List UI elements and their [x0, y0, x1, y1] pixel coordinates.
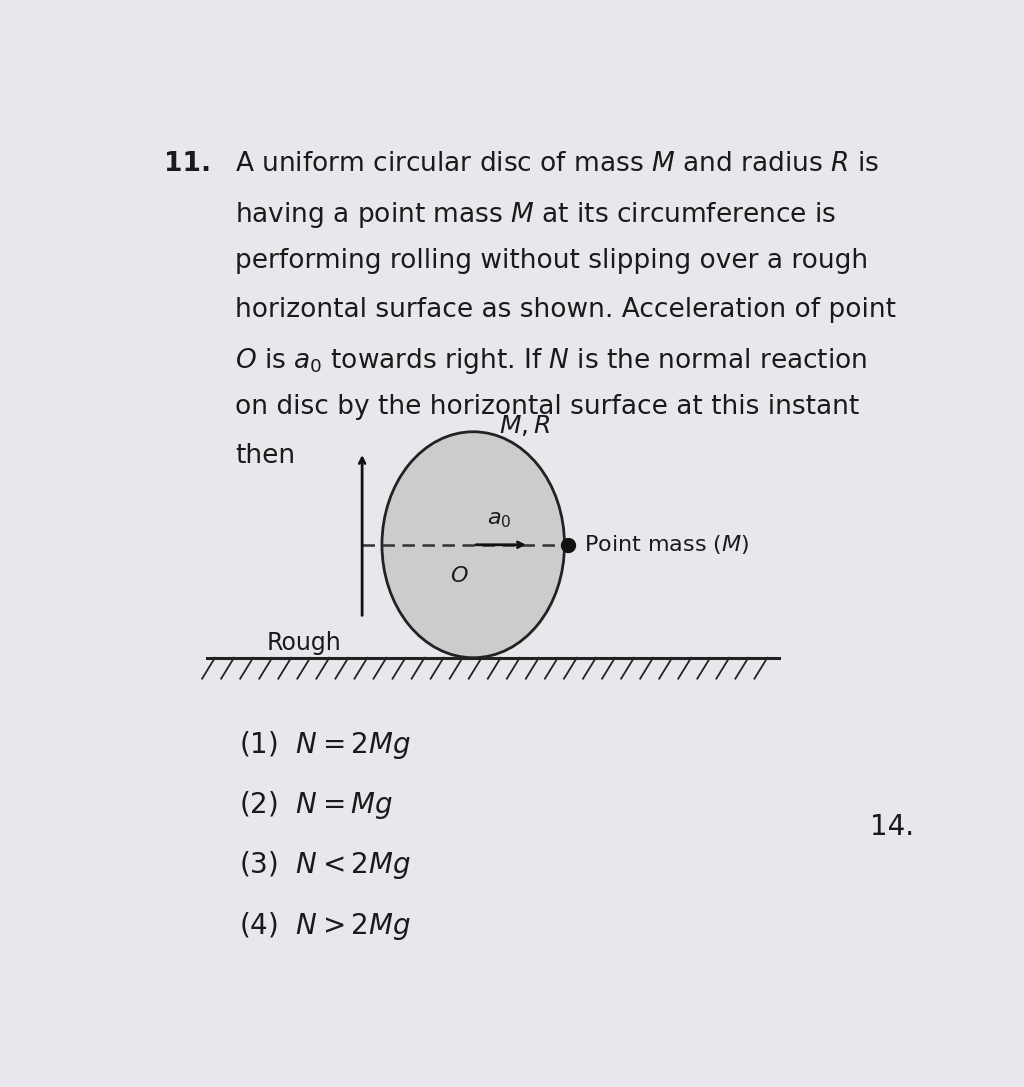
- Text: Point mass ($M$): Point mass ($M$): [585, 534, 750, 557]
- Text: then: then: [236, 442, 295, 468]
- Text: A uniform circular disc of mass $M$ and radius $R$ is: A uniform circular disc of mass $M$ and …: [236, 151, 879, 177]
- Text: on disc by the horizontal surface at this instant: on disc by the horizontal surface at thi…: [236, 395, 859, 420]
- Text: $a_0$: $a_0$: [487, 510, 512, 529]
- Text: 14.: 14.: [870, 813, 914, 840]
- Text: $O$ is $a_0$ towards right. If $N$ is the normal reaction: $O$ is $a_0$ towards right. If $N$ is th…: [236, 346, 867, 375]
- Text: Rough: Rough: [267, 630, 342, 654]
- Text: (4)  $N > 2Mg$: (4) $N > 2Mg$: [240, 910, 411, 941]
- Text: $O$: $O$: [451, 565, 469, 586]
- Text: (2)  $N = Mg$: (2) $N = Mg$: [240, 789, 393, 821]
- Text: (1)  $N = 2Mg$: (1) $N = 2Mg$: [240, 729, 411, 761]
- Ellipse shape: [382, 432, 564, 658]
- Text: horizontal surface as shown. Acceleration of point: horizontal surface as shown. Acceleratio…: [236, 297, 896, 323]
- Text: having a point mass $M$ at its circumference is: having a point mass $M$ at its circumfer…: [236, 200, 837, 230]
- Text: (3)  $N < 2Mg$: (3) $N < 2Mg$: [240, 849, 411, 882]
- Text: performing rolling without slipping over a rough: performing rolling without slipping over…: [236, 249, 868, 274]
- Text: $M, R$: $M, R$: [499, 413, 551, 438]
- Text: 11.: 11.: [164, 151, 211, 177]
